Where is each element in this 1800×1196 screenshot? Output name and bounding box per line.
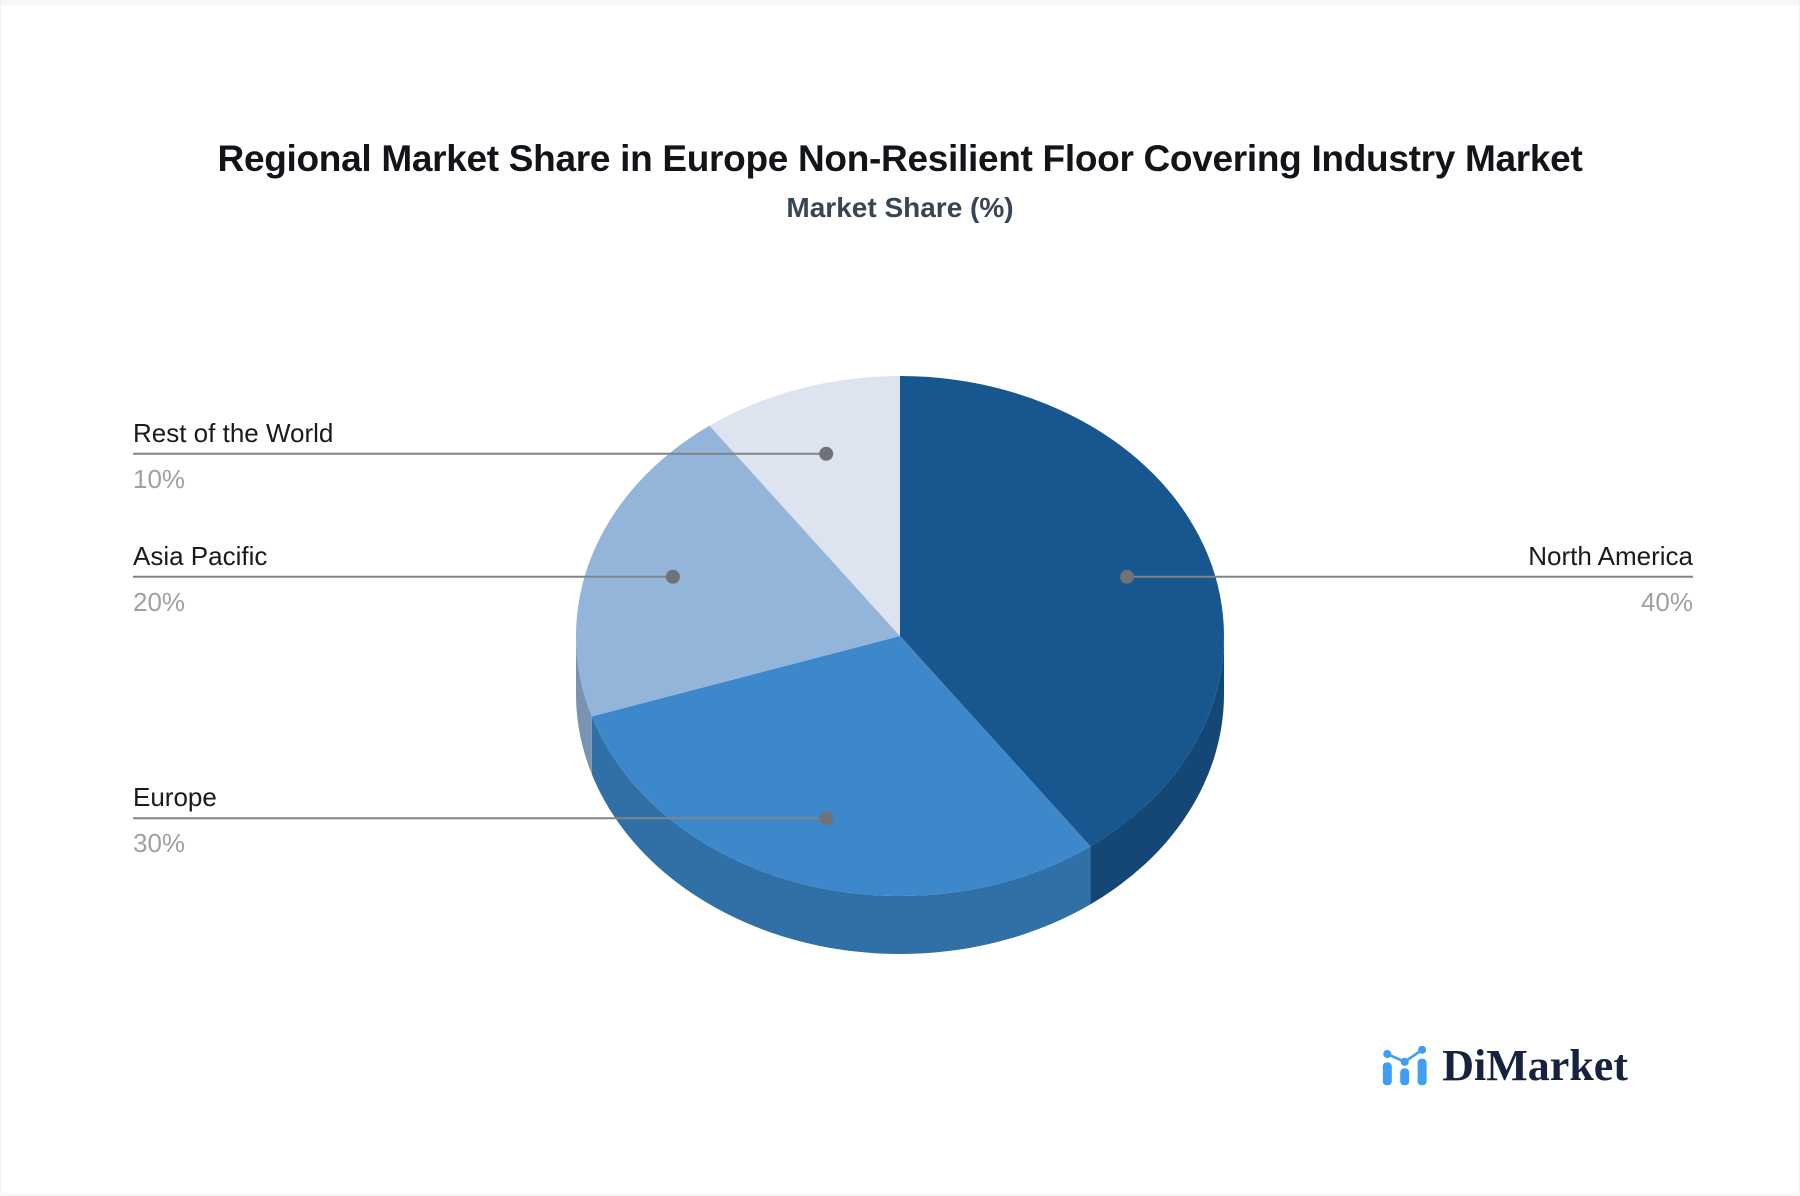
leader-dot-asia-pacific xyxy=(665,569,680,584)
pie-slice-side-north-america xyxy=(1090,636,1224,905)
page-top-strip xyxy=(0,0,1800,5)
dimarket-logo-text: DiMarket xyxy=(1442,1041,1628,1090)
chart-subtitle: Market Share (%) xyxy=(786,192,1014,223)
page-left-edge xyxy=(0,0,1,1196)
pie-slice-rest-of-the-world[interactable] xyxy=(709,376,900,636)
chart-title: Regional Market Share in Europe Non-Resi… xyxy=(217,138,1583,179)
page-bottom-strip xyxy=(0,1193,1800,1196)
dimarket-logo-icon xyxy=(1383,1045,1427,1086)
pie-slice-side-europe xyxy=(591,716,1091,954)
pie-slice-europe[interactable] xyxy=(591,636,1091,896)
leader-dot-europe xyxy=(819,811,834,826)
pie-slice-north-america[interactable] xyxy=(900,376,1224,847)
pie-slice-side-asia-pacific xyxy=(576,636,592,775)
leader-dot-rest-of-the-world xyxy=(819,446,834,461)
leader-dot-north-america xyxy=(1120,569,1135,584)
dimarket-logo: DiMarket xyxy=(1381,1042,1628,1090)
pie-slice-asia-pacific[interactable] xyxy=(576,425,900,717)
